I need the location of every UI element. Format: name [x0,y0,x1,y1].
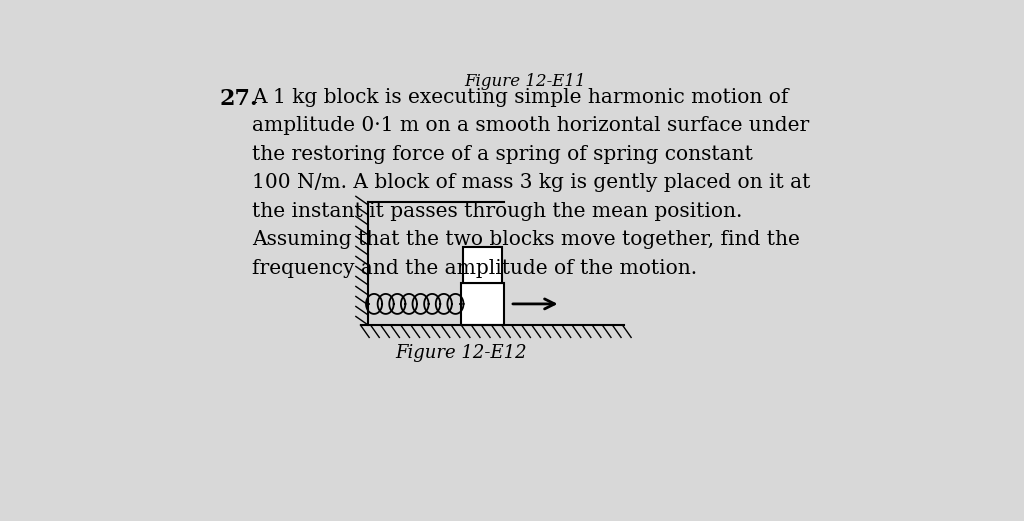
Text: frequency and the amplitude of the motion.: frequency and the amplitude of the motio… [252,259,697,278]
Bar [461,283,504,325]
Text: the instant it passes through the mean position.: the instant it passes through the mean p… [252,202,742,221]
Text: 27.: 27. [219,88,258,110]
Text: 100 N/m. A block of mass 3 kg is gently placed on it at: 100 N/m. A block of mass 3 kg is gently … [252,173,810,192]
Text: the restoring force of a spring of spring constant: the restoring force of a spring of sprin… [252,145,753,164]
Text: Figure 12-E11: Figure 12-E11 [464,72,586,90]
Bar [463,246,503,283]
Text: Assuming that the two blocks move together, find the: Assuming that the two blocks move togeth… [252,230,800,250]
Text: A 1 kg block is executing simple harmonic motion of: A 1 kg block is executing simple harmoni… [252,88,788,107]
Text: Figure 12-E12: Figure 12-E12 [395,344,527,362]
Text: amplitude 0·1 m on a smooth horizontal surface under: amplitude 0·1 m on a smooth horizontal s… [252,116,809,135]
